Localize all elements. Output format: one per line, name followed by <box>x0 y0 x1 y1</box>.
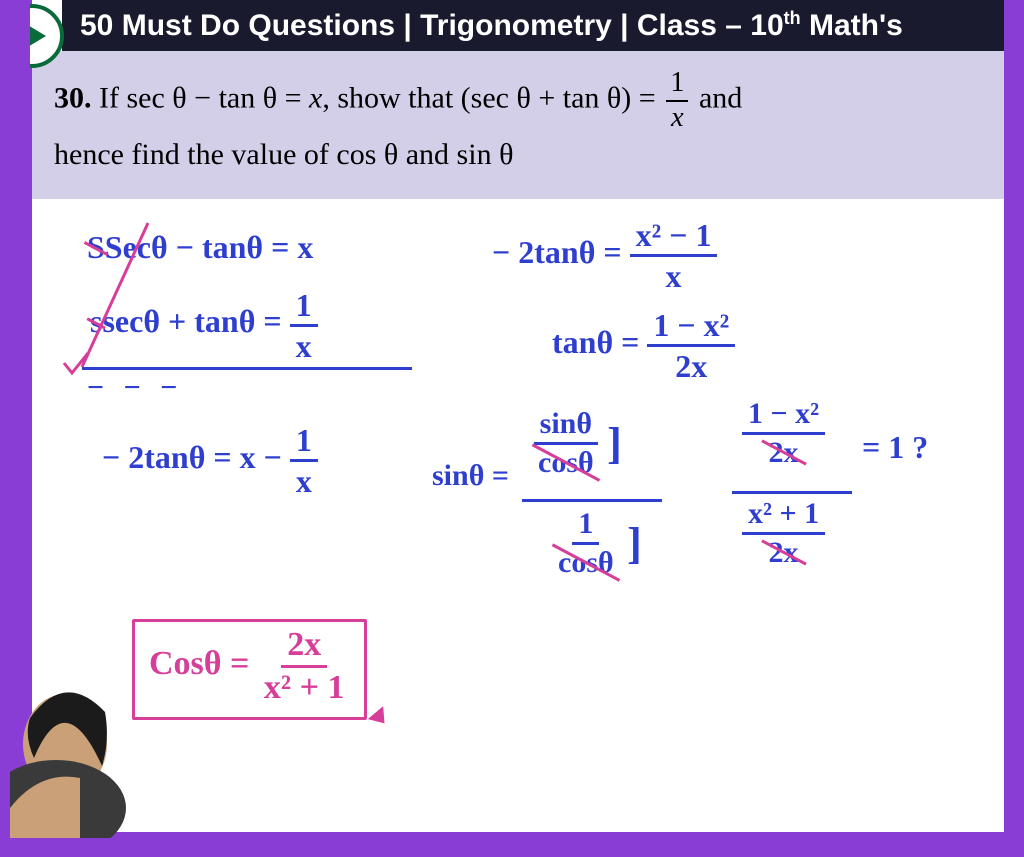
question-number: 30. <box>54 81 92 114</box>
frac-1-minus-x2-over-2x: 1 − x² 2x <box>742 399 825 468</box>
title-text: 50 Must Do Questions | Trigonometry | Cl… <box>80 8 903 43</box>
sin-label: sinθ = <box>432 459 509 493</box>
handwriting-area: SSecθ − tanθ = x ssecθ + tanθ = 1x − − −… <box>32 199 1004 799</box>
presenter-photo <box>10 678 140 838</box>
eq-minus-2tan-right: − 2tanθ = x² − 1x <box>492 219 717 292</box>
sin-over-cos: sinθ cosθ ] <box>532 409 622 478</box>
subtract-line <box>82 367 412 370</box>
cos-result-box: Cosθ = 2x x² + 1 <box>132 619 367 720</box>
logo-partial <box>30 4 66 68</box>
eq-minus-2tan-left: − 2tanθ = x − 1x <box>102 424 318 497</box>
title-bar: 50 Must Do Questions | Trigonometry | Cl… <box>62 0 1004 51</box>
question-line-1: 30. If sec θ − tan θ = x, show that (sec… <box>54 69 982 132</box>
one-over-cos: 1 cosθ ] <box>552 509 642 578</box>
cos-result: Cosθ = 2x x² + 1 <box>149 645 350 682</box>
arrow-icon <box>368 706 392 730</box>
page: 50 Must Do Questions | Trigonometry | Cl… <box>32 0 1004 832</box>
compound-fraction-bar <box>732 491 852 494</box>
minus-signs: − − − <box>87 371 183 405</box>
fraction-1-over-x: 1 x <box>666 69 688 132</box>
eq-tan: tanθ = 1 − x²2x <box>552 309 735 382</box>
equals-question: = 1 ? <box>862 429 928 466</box>
question-box: 30. If sec θ − tan θ = x, show that (sec… <box>32 51 1004 199</box>
frac-x2-plus-1-over-2x: x² + 1 2x <box>742 499 825 568</box>
question-line-2: hence find the value of cos θ and sin θ <box>54 132 982 179</box>
big-fraction-bar <box>522 499 662 502</box>
